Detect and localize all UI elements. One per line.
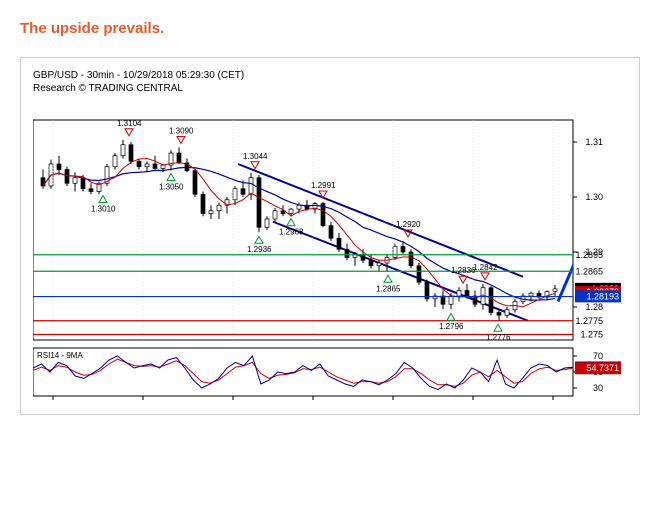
svg-text:1.3090: 1.3090 [169, 127, 194, 136]
chart-frame: GBP/USD - 30min - 10/29/2018 05:29:30 (C… [20, 57, 640, 415]
svg-text:1.2842: 1.2842 [473, 263, 498, 272]
svg-text:1.2775: 1.2775 [575, 316, 603, 326]
svg-text:RSI14 - 9MA: RSI14 - 9MA [37, 351, 83, 360]
svg-text:1.275: 1.275 [580, 330, 603, 340]
svg-text:30: 30 [593, 383, 603, 393]
chart-header: GBP/USD - 30min - 10/29/2018 05:29:30 (C… [33, 70, 627, 81]
svg-text:1.2865: 1.2865 [376, 284, 401, 293]
svg-text:1.28193: 1.28193 [586, 291, 619, 301]
chart-subheader: Research © TRADING CENTRAL [33, 83, 627, 94]
svg-text:1.2991: 1.2991 [311, 181, 336, 190]
svg-text:1.2836: 1.2836 [451, 266, 476, 275]
svg-text:1.28: 1.28 [585, 302, 603, 312]
svg-text:1.2776: 1.2776 [486, 333, 511, 342]
svg-text:1.3050: 1.3050 [159, 183, 184, 192]
svg-text:54.7371: 54.7371 [586, 363, 619, 373]
svg-text:1.31: 1.31 [585, 137, 603, 147]
svg-text:1.3044: 1.3044 [243, 152, 268, 161]
svg-text:1.3010: 1.3010 [91, 205, 116, 214]
svg-text:70: 70 [593, 351, 603, 361]
price-chart: 1.281.291.301.311.28951.28651.2811.27751… [33, 102, 629, 402]
svg-text:1.2895: 1.2895 [575, 250, 603, 260]
svg-text:1.30: 1.30 [585, 192, 603, 202]
svg-text:1.3104: 1.3104 [117, 119, 142, 128]
svg-text:1.2920: 1.2920 [396, 220, 421, 229]
svg-text:1.2865: 1.2865 [575, 266, 603, 276]
title-text: The upside prevails. [20, 20, 164, 37]
svg-text:1.2796: 1.2796 [439, 322, 464, 331]
svg-text:1.2968: 1.2968 [279, 228, 304, 237]
svg-text:1.2936: 1.2936 [247, 245, 272, 254]
page-title: The upside prevails. [20, 20, 644, 37]
